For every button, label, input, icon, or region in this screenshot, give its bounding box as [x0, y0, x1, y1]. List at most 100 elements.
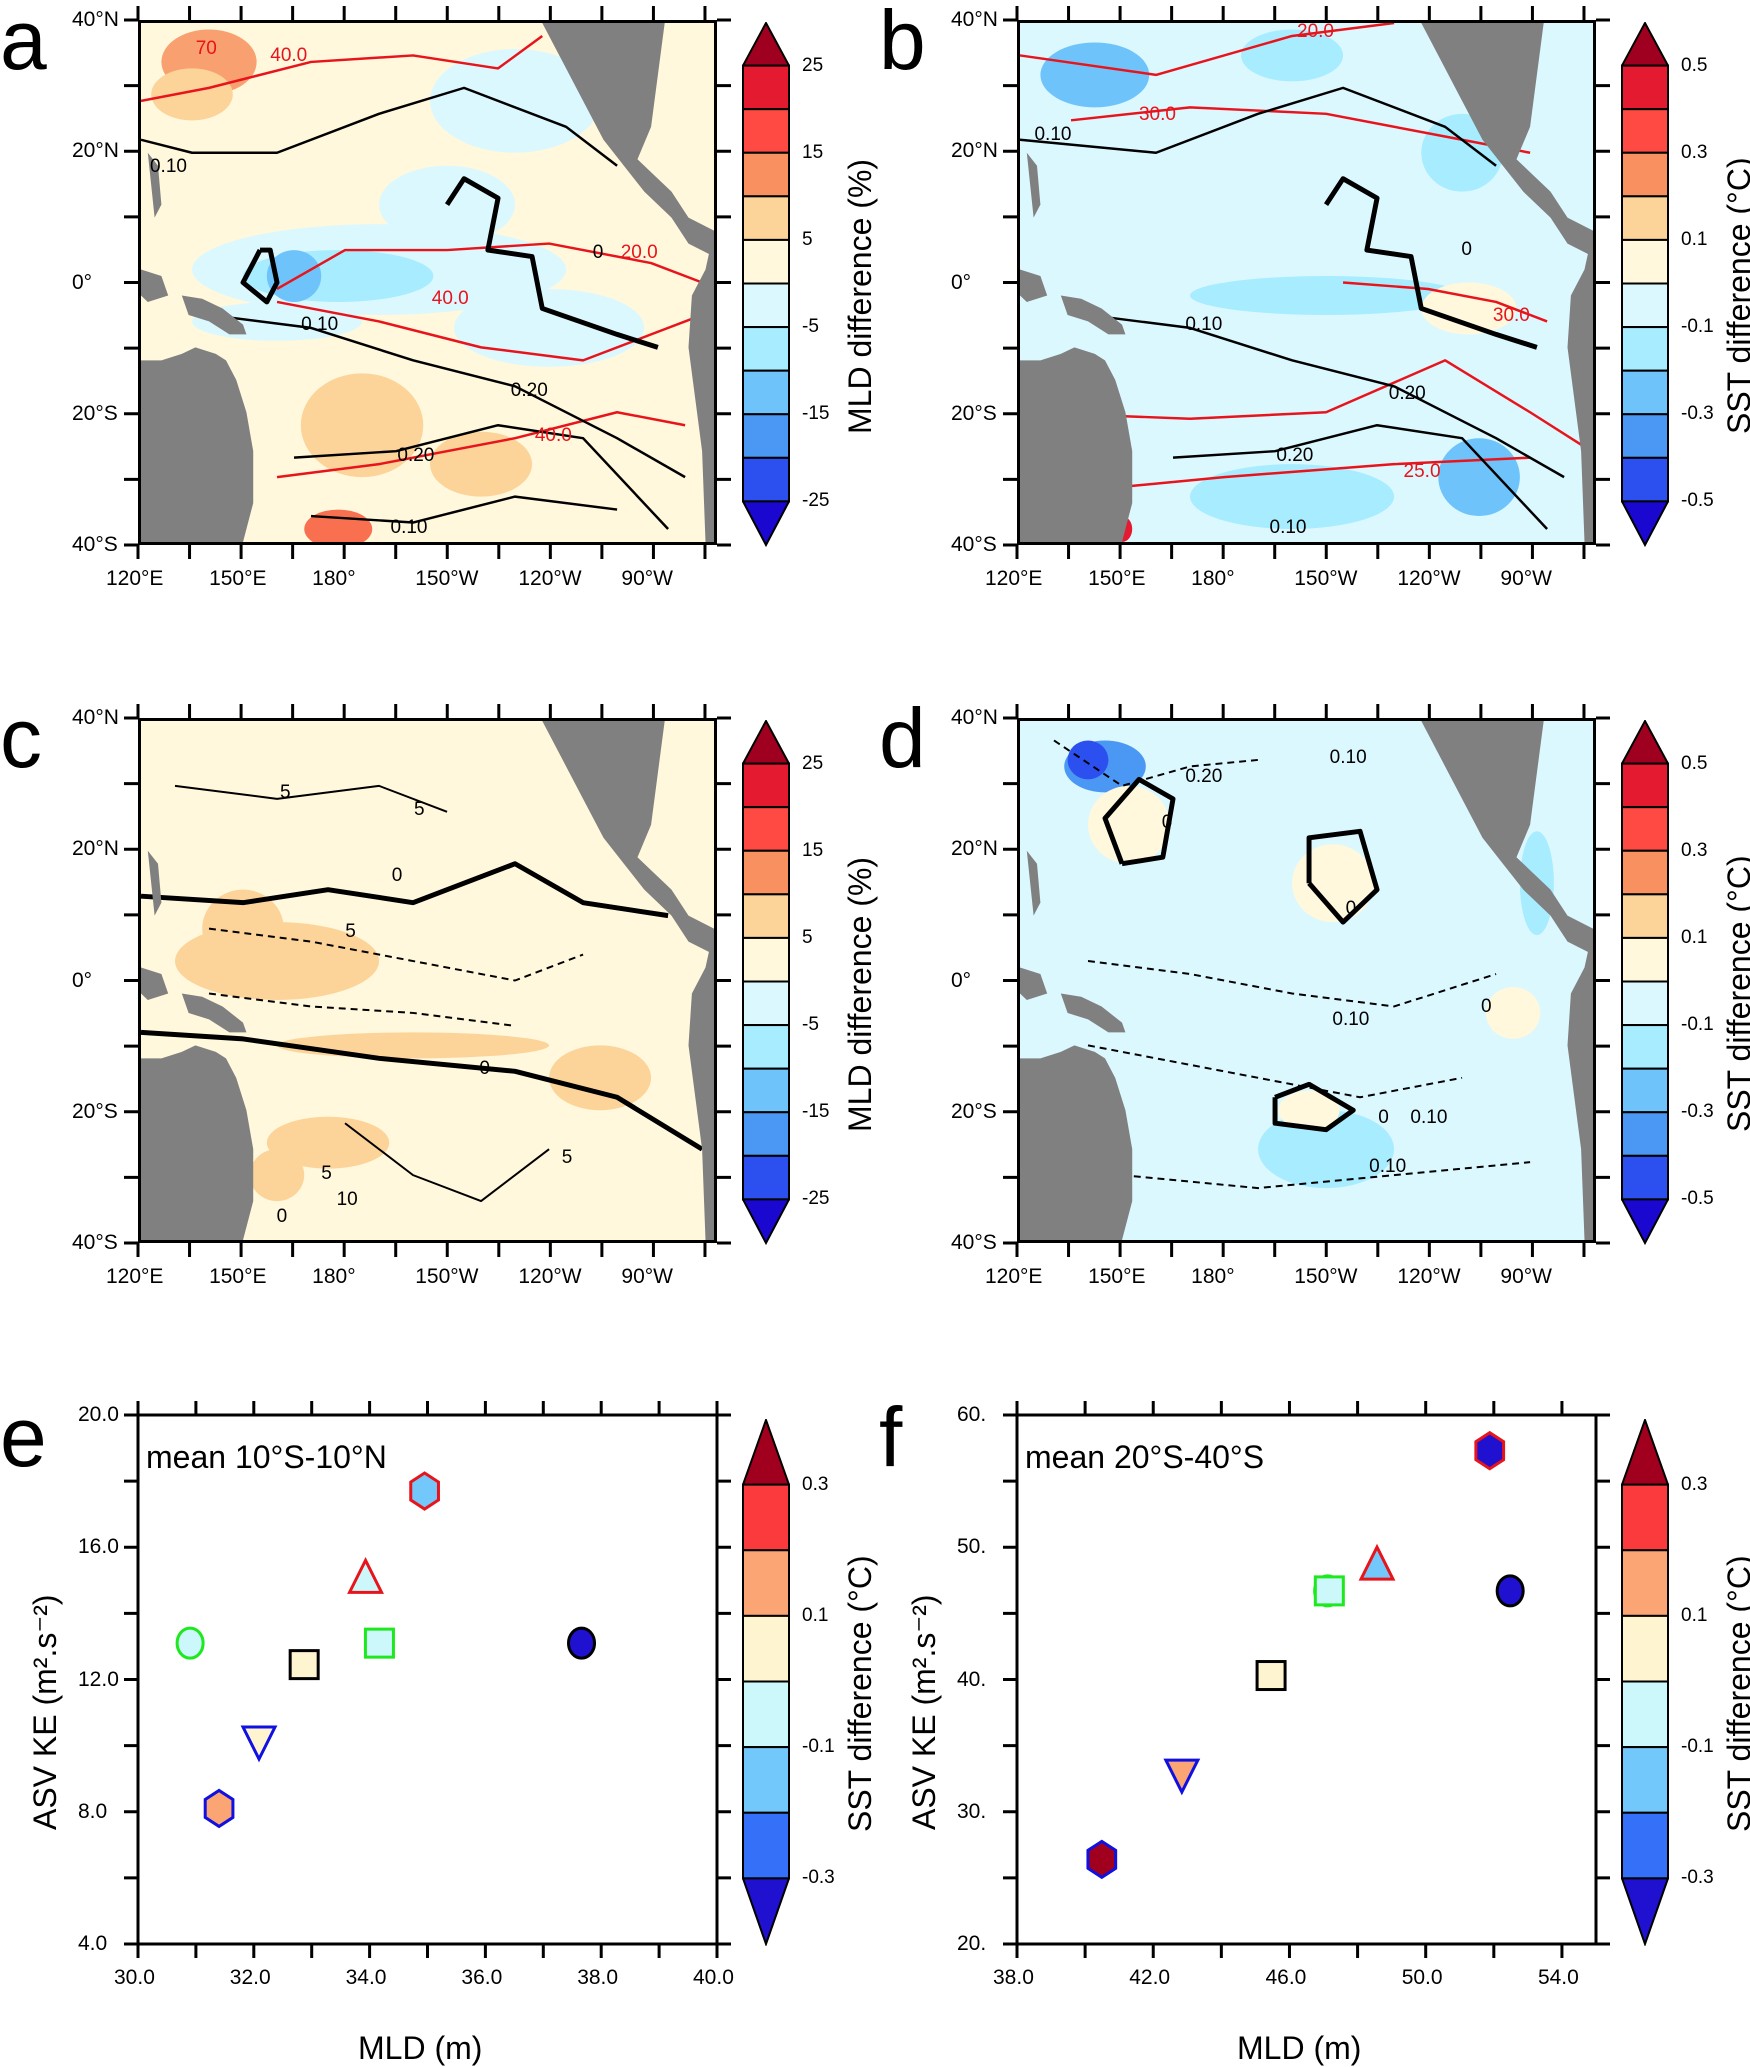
colorbar-bin — [742, 456, 790, 503]
marker-triangle-down — [1163, 1758, 1201, 1796]
anomaly-patch — [249, 1149, 305, 1202]
lat-tick-label: 40°N — [951, 8, 998, 31]
colorbar-tick-label: 5 — [802, 926, 813, 948]
colorbar-tick-label: -0.3 — [1681, 1101, 1714, 1123]
marker-circle — [567, 1626, 597, 1660]
land-mask — [1567, 928, 1593, 1240]
colorbar-tick-label: 0.3 — [1681, 141, 1708, 163]
contour-label: 5 — [414, 799, 425, 821]
contour-label: 0.10 — [1369, 1156, 1407, 1178]
colorbar-bin — [1621, 1154, 1669, 1201]
land-mask — [1421, 23, 1593, 257]
contour-label: 0 — [592, 241, 604, 263]
anomaly-patch — [549, 1045, 652, 1111]
contour-label: 0 — [479, 1057, 490, 1079]
x-tick-label: 54.0 — [1537, 1966, 1579, 1989]
lat-tick-label: 20°N — [951, 837, 998, 861]
anomaly-patch — [1421, 282, 1517, 335]
colorbar-tick-label: -15 — [802, 403, 830, 425]
land-mask — [1020, 1045, 1133, 1240]
colorbar-bin — [1621, 1024, 1669, 1070]
contour-label: 0.20 — [397, 445, 435, 467]
map-field — [1020, 23, 1593, 542]
plot-area — [1003, 1401, 1610, 1958]
x-tick-label: 50.0 — [1401, 1966, 1443, 1989]
colorbar-bin — [742, 326, 790, 372]
contour-line — [344, 1122, 550, 1203]
x-tick-label: 46.0 — [1265, 1966, 1307, 1989]
colorbar-bin — [742, 1680, 790, 1749]
red-contour-line — [1342, 281, 1548, 323]
contour-label: 0.20 — [1276, 445, 1314, 467]
land-mask — [181, 295, 247, 335]
lon-tick-label: 120°E — [985, 567, 1043, 590]
land-mask — [688, 230, 714, 542]
colorbar-bin — [1621, 1614, 1669, 1683]
contour-label: 40.0 — [431, 287, 469, 309]
colorbar-bin — [1621, 1746, 1669, 1814]
x-tick-label: 30.0 — [114, 1966, 155, 1989]
map-axes — [124, 704, 731, 1262]
contour-label: 30.0 — [1492, 304, 1530, 326]
contour-label: 0 — [1461, 239, 1472, 261]
map-ticks — [124, 704, 731, 1257]
marker-triangle-down — [240, 1725, 278, 1763]
red-contour-line — [1020, 359, 1582, 446]
marker-square — [1313, 1575, 1345, 1607]
lon-tick-label: 180° — [312, 1265, 356, 1288]
map-field — [141, 23, 714, 542]
y-tick-label: 40. — [957, 1667, 987, 1691]
colorbar-tick-label: -25 — [802, 490, 830, 512]
contour-line — [1102, 776, 1176, 867]
x-tick-label: 32.0 — [229, 1966, 271, 1989]
colorbar-bin — [742, 413, 790, 459]
colorbar-bin — [742, 1024, 790, 1070]
lon-tick-label: 120°W — [518, 567, 582, 590]
lat-tick-label: 0° — [951, 968, 972, 992]
colorbar-bin — [742, 849, 790, 896]
scatter-plot — [124, 1401, 731, 1958]
lat-tick-label: 40°N — [72, 706, 119, 729]
colorbar-tick-label: 0.1 — [1681, 1604, 1708, 1626]
lon-tick-label: 150°W — [415, 567, 479, 590]
anomaly-patch — [430, 431, 533, 497]
colorbar-bin — [1621, 108, 1669, 154]
colorbar-tick-label: -0.1 — [802, 1736, 835, 1758]
contour-label: 0.10 — [301, 313, 339, 335]
y-tick-label: 20.0 — [78, 1403, 119, 1426]
contour-label: 0.10 — [1034, 123, 1072, 145]
lon-tick-label: 120°E — [106, 567, 164, 590]
x-axis-title: MLD (m) — [358, 2030, 483, 2066]
contour-line — [1053, 739, 1259, 787]
x-tick-label: 38.0 — [577, 1966, 619, 1989]
lon-tick-label: 180° — [312, 567, 356, 590]
x-tick-label: 34.0 — [345, 1966, 387, 1989]
map-ticks — [124, 6, 731, 559]
colorbar-tick-label: 0.1 — [1681, 926, 1708, 948]
map-axes — [1003, 6, 1610, 564]
colorbar-bin — [1621, 1483, 1669, 1552]
colorbar-bin — [742, 806, 790, 852]
contour-label: 20.0 — [1297, 21, 1334, 43]
contour-label: 0.10 — [1185, 313, 1223, 335]
map-ticks — [1003, 6, 1610, 559]
marker-circle — [175, 1626, 205, 1660]
land-mask — [1567, 230, 1593, 542]
colorbar-tick-label: -0.5 — [1681, 1188, 1714, 1210]
contour-label: 25.0 — [1403, 460, 1441, 482]
colorbar-bin — [1621, 762, 1669, 809]
colorbar-bin — [1621, 64, 1669, 111]
land-mask — [1020, 967, 1048, 1000]
scatter-panel-f — [1003, 1401, 1610, 1963]
colorbar-title: MLD difference (%) — [842, 158, 878, 434]
land-mask — [147, 152, 162, 218]
contour-label: 0.10 — [1269, 517, 1307, 539]
y-tick-label: 12.0 — [78, 1667, 119, 1691]
contour-label: 0.10 — [149, 156, 187, 178]
lat-tick-label: 0° — [72, 968, 93, 992]
colorbar-tick-label: 0.3 — [802, 1473, 829, 1495]
lat-tick-label: 20°S — [72, 1099, 118, 1123]
colorbar-bin — [1621, 282, 1669, 329]
anomaly-patch — [1040, 42, 1150, 108]
colorbar-title: SST difference (°C) — [1721, 854, 1750, 1132]
